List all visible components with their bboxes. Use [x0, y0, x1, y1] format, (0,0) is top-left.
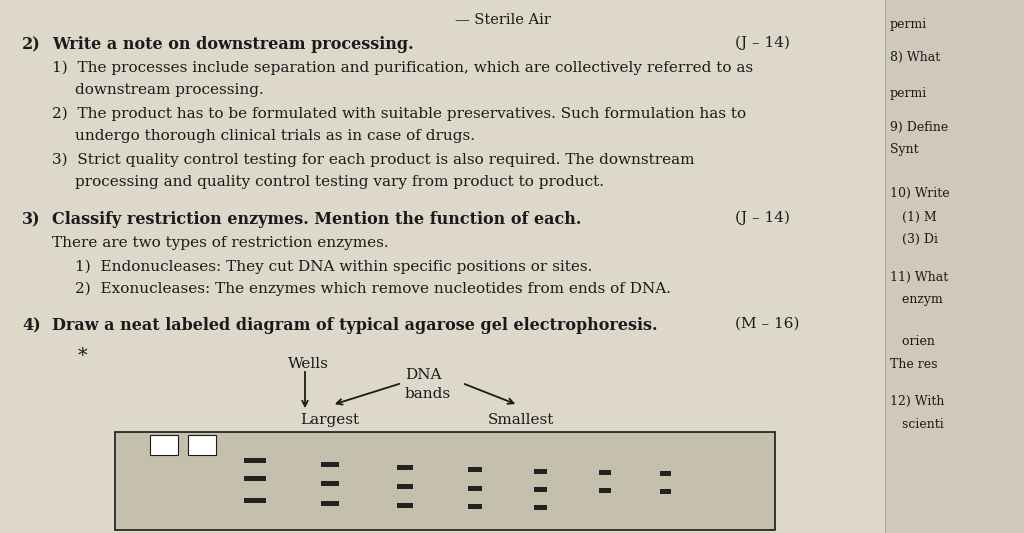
Text: (J – 14): (J – 14): [735, 211, 790, 225]
Text: Draw a neat labeled diagram of typical agarose gel electrophoresis.: Draw a neat labeled diagram of typical a…: [52, 317, 657, 334]
Text: 10) Write: 10) Write: [890, 187, 949, 200]
Text: Largest: Largest: [300, 413, 359, 427]
Text: 9) Define: 9) Define: [890, 121, 948, 134]
Text: 2)  The product has to be formulated with suitable preservatives. Such formulati: 2) The product has to be formulated with…: [52, 107, 746, 122]
Text: permi: permi: [890, 18, 928, 31]
Text: Classify restriction enzymes. Mention the function of each.: Classify restriction enzymes. Mention th…: [52, 211, 582, 228]
FancyBboxPatch shape: [534, 469, 547, 474]
Text: 3): 3): [22, 211, 41, 228]
FancyBboxPatch shape: [321, 481, 339, 486]
Text: permi: permi: [890, 87, 928, 100]
FancyBboxPatch shape: [599, 488, 611, 493]
FancyBboxPatch shape: [397, 464, 413, 470]
Text: 11) What: 11) What: [890, 271, 948, 284]
Text: enzym: enzym: [890, 293, 943, 306]
FancyBboxPatch shape: [321, 462, 339, 467]
FancyBboxPatch shape: [534, 487, 547, 492]
Text: (M – 16): (M – 16): [735, 317, 800, 331]
Text: Wells: Wells: [288, 357, 329, 371]
FancyBboxPatch shape: [321, 500, 339, 506]
FancyBboxPatch shape: [885, 0, 1024, 533]
FancyBboxPatch shape: [468, 504, 482, 509]
Text: Write a note on downstream processing.: Write a note on downstream processing.: [52, 36, 414, 53]
FancyBboxPatch shape: [115, 432, 775, 530]
Text: 3)  Strict quality control testing for each product is also required. The downst: 3) Strict quality control testing for ea…: [52, 153, 694, 167]
Text: — Sterile Air: — Sterile Air: [455, 13, 551, 27]
FancyBboxPatch shape: [659, 489, 671, 494]
Text: (J – 14): (J – 14): [735, 36, 790, 51]
FancyBboxPatch shape: [468, 486, 482, 491]
Text: 2): 2): [22, 36, 41, 53]
Text: scienti: scienti: [890, 418, 944, 431]
Text: 1)  The processes include separation and purification, which are collectively re: 1) The processes include separation and …: [52, 61, 753, 75]
Text: DNA: DNA: [406, 368, 441, 382]
Text: The res: The res: [890, 358, 938, 371]
Text: 4): 4): [22, 317, 41, 334]
FancyBboxPatch shape: [397, 503, 413, 508]
Text: downstream processing.: downstream processing.: [75, 83, 264, 97]
FancyBboxPatch shape: [397, 483, 413, 489]
FancyBboxPatch shape: [659, 471, 671, 476]
Text: 2)  Exonucleases: The enzymes which remove nucleotides from ends of DNA.: 2) Exonucleases: The enzymes which remov…: [75, 282, 671, 296]
Text: 12) With: 12) With: [890, 395, 944, 408]
FancyBboxPatch shape: [244, 497, 266, 503]
FancyBboxPatch shape: [244, 457, 266, 463]
FancyBboxPatch shape: [0, 0, 885, 533]
Text: Synt: Synt: [890, 143, 919, 156]
Text: Smallest: Smallest: [488, 413, 554, 427]
Text: bands: bands: [406, 387, 452, 401]
Text: undergo thorough clinical trials as in case of drugs.: undergo thorough clinical trials as in c…: [75, 129, 475, 143]
Text: 1)  Endonucleases: They cut DNA within specific positions or sites.: 1) Endonucleases: They cut DNA within sp…: [75, 260, 592, 274]
FancyBboxPatch shape: [468, 466, 482, 472]
FancyBboxPatch shape: [599, 470, 611, 475]
FancyBboxPatch shape: [188, 435, 216, 455]
FancyBboxPatch shape: [534, 505, 547, 510]
Text: (1) M: (1) M: [890, 211, 937, 224]
FancyBboxPatch shape: [244, 475, 266, 481]
Text: processing and quality control testing vary from product to product.: processing and quality control testing v…: [75, 175, 604, 189]
Text: 8) What: 8) What: [890, 51, 940, 64]
Text: There are two types of restriction enzymes.: There are two types of restriction enzym…: [52, 236, 389, 250]
Text: (3) Di: (3) Di: [890, 233, 938, 246]
FancyBboxPatch shape: [150, 435, 178, 455]
Text: *: *: [78, 347, 88, 365]
Text: orien: orien: [890, 335, 935, 348]
